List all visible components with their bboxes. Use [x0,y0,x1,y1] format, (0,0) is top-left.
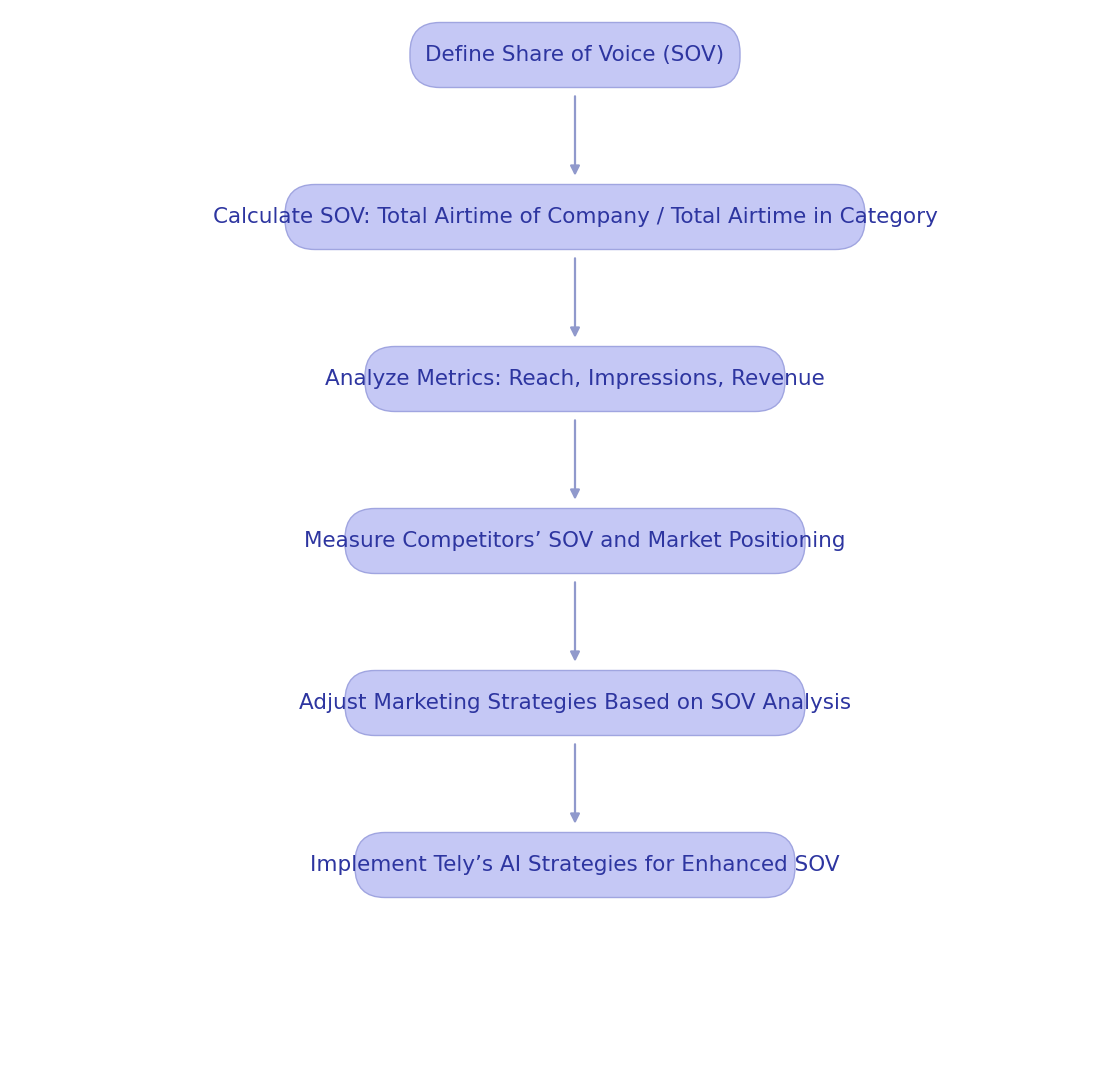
FancyBboxPatch shape [365,347,785,412]
Text: Calculate SOV: Total Airtime of Company / Total Airtime in Category: Calculate SOV: Total Airtime of Company … [213,207,937,227]
Text: Implement Tely’s AI Strategies for Enhanced SOV: Implement Tely’s AI Strategies for Enhan… [310,854,840,875]
FancyBboxPatch shape [410,23,740,88]
FancyBboxPatch shape [345,670,805,735]
FancyBboxPatch shape [355,833,795,898]
Text: Adjust Marketing Strategies Based on SOV Analysis: Adjust Marketing Strategies Based on SOV… [299,693,851,713]
FancyBboxPatch shape [345,509,805,574]
Text: Measure Competitors’ SOV and Market Positioning: Measure Competitors’ SOV and Market Posi… [305,531,846,551]
Text: Analyze Metrics: Reach, Impressions, Revenue: Analyze Metrics: Reach, Impressions, Rev… [325,369,824,389]
Text: Define Share of Voice (SOV): Define Share of Voice (SOV) [426,45,725,65]
FancyBboxPatch shape [284,184,865,249]
